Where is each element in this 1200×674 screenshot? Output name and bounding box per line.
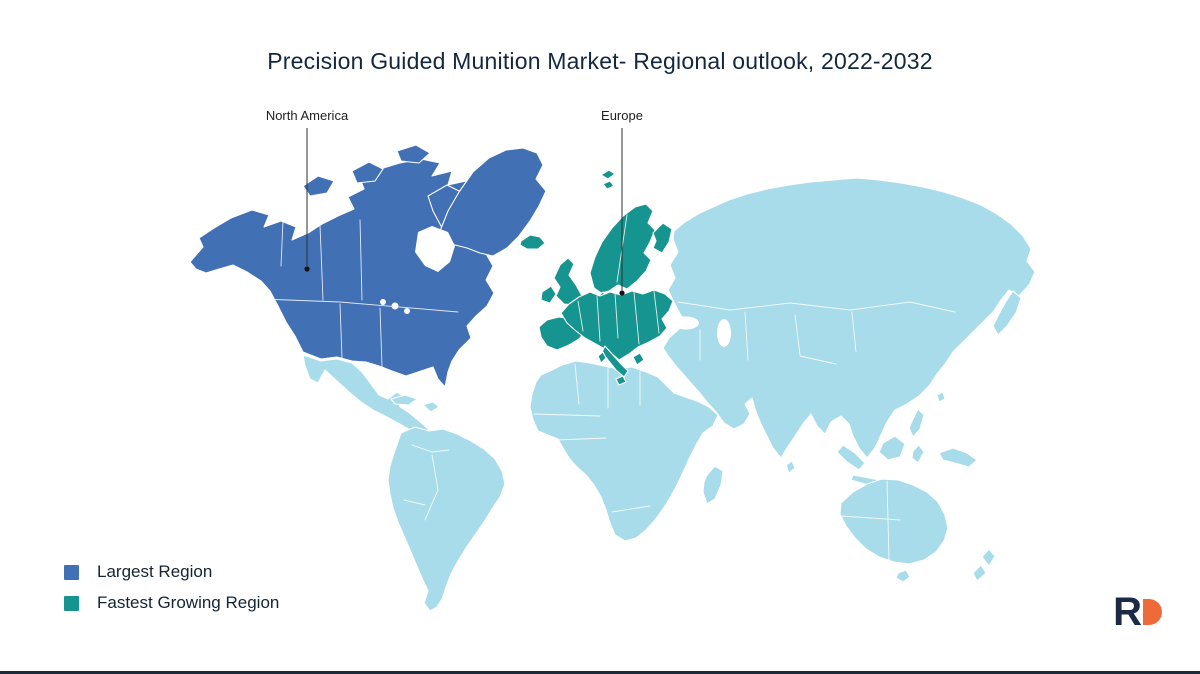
region-north-america: [189, 144, 547, 388]
sulawesi-shape: [911, 444, 925, 464]
annotation-north-america: North America: [265, 108, 349, 123]
great-lake-1: [380, 299, 386, 305]
border-line: [533, 413, 601, 417]
border-line: [280, 220, 284, 267]
finland-shape: [652, 222, 673, 254]
north-america-leader-dot: [304, 266, 310, 272]
border-line: [424, 454, 439, 521]
ireland-shape: [540, 285, 557, 304]
border-line: [574, 363, 580, 405]
brand-logo: R: [1113, 592, 1166, 632]
borneo-shape: [878, 435, 906, 461]
arctic-island-1-shape: [302, 175, 335, 197]
arctic-island-2-shape: [351, 161, 384, 184]
sumatra-shape: [836, 444, 866, 471]
legend-swatch-largest-region: [64, 564, 79, 580]
philippines-shape: [908, 408, 925, 438]
legend-swatch-fastest-growing-region: [64, 595, 79, 611]
region-europe: [519, 169, 674, 386]
europe-leader-dot: [619, 290, 625, 296]
border-line: [261, 298, 459, 313]
arctic-island-3-shape: [396, 144, 431, 164]
united-kingdom-shape: [553, 257, 583, 306]
new-guinea-shape: [938, 447, 978, 468]
new-zealand-north-shape: [981, 548, 996, 567]
taiwan-shape: [936, 391, 946, 403]
border-line: [379, 307, 383, 368]
logo-d-shape: [1143, 599, 1162, 625]
iceland-shape: [519, 234, 546, 250]
region-rest-of-world: [302, 177, 1036, 612]
legend-item-fastest-growing-region: Fastest Growing Region: [64, 593, 279, 613]
border-line: [359, 219, 363, 301]
hudson-bay-shape: [415, 226, 455, 272]
inland-seas: [380, 226, 731, 347]
country-borders: [261, 214, 956, 561]
africa-shape: [529, 360, 719, 542]
border-line: [653, 290, 660, 334]
border-line: [411, 444, 450, 453]
logo-d-mark: [1143, 599, 1162, 625]
svalbard-1-shape: [600, 169, 616, 180]
great-lake-2: [391, 302, 399, 310]
svalbard-2-shape: [602, 180, 615, 190]
border-line: [614, 292, 619, 339]
legend: Largest Region Fastest Growing Region: [64, 562, 279, 613]
corsica-sardinia-shape: [597, 351, 607, 364]
new-zealand-south-shape: [972, 564, 987, 582]
annotation-europe: Europe: [601, 108, 643, 123]
legend-swatch-rect: [64, 595, 79, 611]
hispaniola-shape: [422, 401, 440, 413]
border-line: [319, 224, 324, 301]
great-lake-3: [404, 308, 410, 314]
north-america-mainland-shape: [189, 158, 495, 388]
cuba-shape: [390, 394, 418, 406]
sicily-shape: [615, 375, 627, 386]
border-line: [596, 295, 601, 342]
border-line: [339, 303, 343, 359]
border-line: [677, 301, 956, 313]
greenland-shape: [437, 147, 547, 257]
border-line: [794, 314, 801, 356]
legend-item-largest-region: Largest Region: [64, 562, 279, 582]
border-line: [633, 291, 640, 345]
chart-title: Precision Guided Munition Market- Region…: [267, 48, 933, 74]
black-sea-shape: [673, 316, 699, 330]
border-line: [840, 515, 901, 521]
caspian-sea-shape: [717, 319, 731, 347]
border-line: [555, 437, 607, 441]
border-line: [886, 480, 890, 561]
madagascar-shape: [702, 465, 724, 505]
japan-shape: [992, 290, 1022, 336]
sri-lanka-shape: [785, 460, 796, 474]
australia-shape: [839, 478, 949, 565]
border-line: [799, 355, 837, 365]
logo-letter-r: R: [1113, 590, 1142, 634]
tasmania-shape: [895, 569, 911, 583]
border-line: [577, 300, 584, 332]
border-line: [611, 505, 651, 513]
asia-shape: [662, 177, 1036, 459]
legend-swatch-rect: [64, 564, 79, 580]
leader-lines: [304, 128, 625, 296]
south-america-shape: [387, 426, 506, 612]
legend-label-fastest-growing-region: Fastest Growing Region: [97, 593, 280, 612]
border-line: [403, 499, 426, 506]
greece-shape: [632, 352, 645, 366]
bottom-border: [0, 671, 1200, 674]
border-line: [744, 311, 749, 361]
legend-label-largest-region: Largest Region: [97, 562, 213, 581]
border-line: [851, 311, 857, 353]
